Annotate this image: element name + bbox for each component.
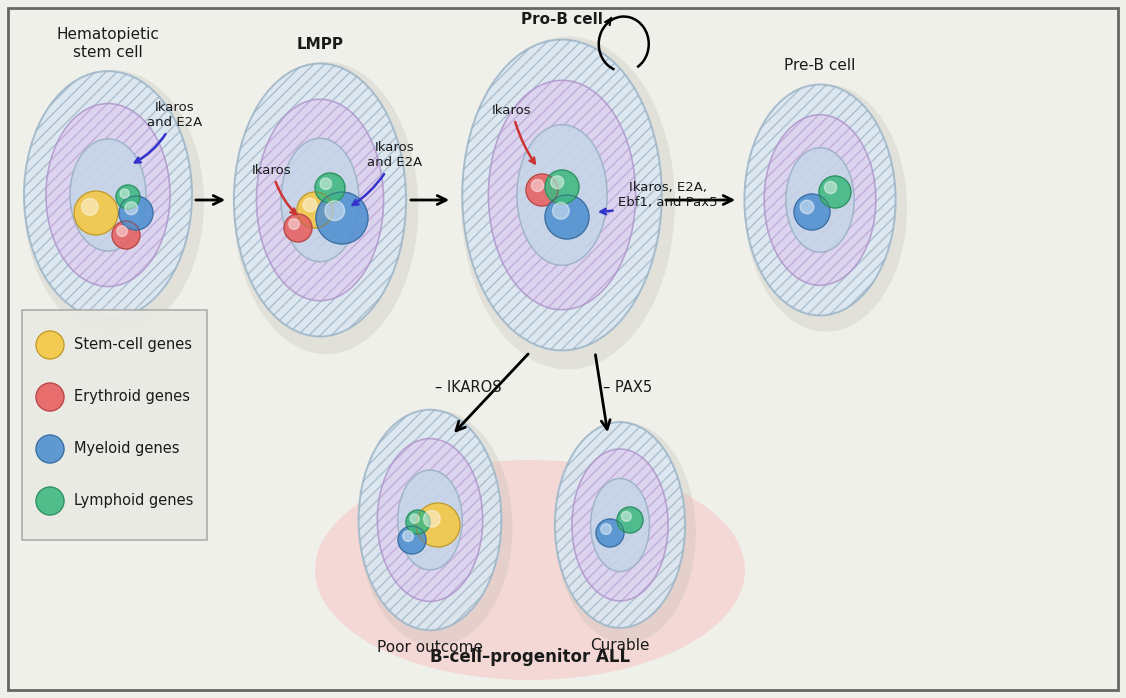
Ellipse shape	[358, 410, 501, 630]
Ellipse shape	[46, 103, 170, 286]
Text: Myeloid genes: Myeloid genes	[74, 442, 179, 456]
Ellipse shape	[24, 70, 204, 336]
Text: Erythroid genes: Erythroid genes	[74, 389, 190, 405]
Circle shape	[36, 383, 64, 411]
Ellipse shape	[397, 470, 463, 570]
Circle shape	[74, 191, 118, 235]
Text: LMPP: LMPP	[296, 36, 343, 52]
Circle shape	[415, 503, 461, 547]
Ellipse shape	[463, 40, 662, 350]
Circle shape	[596, 519, 624, 547]
Ellipse shape	[24, 71, 193, 319]
Ellipse shape	[377, 438, 483, 602]
Circle shape	[81, 198, 98, 215]
Text: Hematopietic
stem cell: Hematopietic stem cell	[56, 27, 160, 59]
Ellipse shape	[315, 460, 745, 680]
Text: Stem-cell genes: Stem-cell genes	[74, 338, 193, 352]
Circle shape	[545, 170, 579, 204]
Circle shape	[120, 189, 129, 198]
Circle shape	[824, 181, 837, 193]
Ellipse shape	[744, 84, 895, 315]
Circle shape	[36, 331, 64, 359]
Ellipse shape	[517, 125, 607, 265]
Circle shape	[551, 176, 564, 188]
Ellipse shape	[257, 99, 384, 301]
Circle shape	[116, 185, 140, 209]
Ellipse shape	[572, 449, 668, 601]
Ellipse shape	[282, 138, 359, 262]
Text: Pre-B cell: Pre-B cell	[785, 58, 856, 73]
Ellipse shape	[786, 148, 855, 252]
Circle shape	[324, 201, 345, 221]
Circle shape	[125, 202, 137, 215]
Circle shape	[36, 487, 64, 515]
Circle shape	[794, 194, 830, 230]
Ellipse shape	[70, 139, 146, 251]
Circle shape	[397, 526, 426, 554]
Circle shape	[406, 510, 430, 534]
Circle shape	[410, 514, 419, 524]
Ellipse shape	[765, 114, 876, 285]
Text: Ikaros, E2A,
Ebf1, and Pax5: Ikaros, E2A, Ebf1, and Pax5	[600, 181, 717, 214]
Text: Lymphoid genes: Lymphoid genes	[74, 493, 194, 509]
Circle shape	[303, 198, 316, 211]
Circle shape	[801, 200, 814, 214]
Circle shape	[819, 176, 851, 208]
Text: Ikaros
and E2A: Ikaros and E2A	[135, 101, 203, 163]
Ellipse shape	[359, 410, 512, 646]
Text: – IKAROS: – IKAROS	[435, 380, 501, 396]
Circle shape	[119, 196, 153, 230]
Circle shape	[601, 524, 611, 535]
Text: B-cell–progenitor ALL: B-cell–progenitor ALL	[430, 648, 631, 666]
Circle shape	[284, 214, 312, 242]
Circle shape	[111, 221, 140, 249]
Text: Ikaros
and E2A: Ikaros and E2A	[352, 141, 422, 205]
FancyBboxPatch shape	[23, 310, 207, 540]
Text: Poor outcome: Poor outcome	[377, 640, 483, 655]
Circle shape	[297, 192, 333, 228]
Circle shape	[553, 202, 570, 219]
Text: Pro-B cell: Pro-B cell	[521, 12, 602, 27]
Circle shape	[617, 507, 643, 533]
Text: Ikaros: Ikaros	[492, 103, 535, 163]
Circle shape	[36, 435, 64, 463]
Text: – PAX5: – PAX5	[604, 380, 653, 396]
Circle shape	[320, 178, 331, 189]
Circle shape	[315, 173, 345, 203]
Text: Curable: Curable	[590, 638, 650, 653]
Circle shape	[622, 512, 632, 521]
Ellipse shape	[555, 422, 685, 628]
Ellipse shape	[590, 478, 650, 572]
Circle shape	[403, 530, 413, 542]
Ellipse shape	[745, 84, 908, 332]
Ellipse shape	[234, 61, 418, 355]
FancyBboxPatch shape	[8, 8, 1118, 690]
Ellipse shape	[556, 423, 696, 644]
Circle shape	[117, 225, 127, 237]
Circle shape	[288, 218, 300, 230]
Ellipse shape	[489, 80, 635, 310]
Circle shape	[531, 179, 544, 191]
Text: Ikaros: Ikaros	[252, 163, 296, 214]
Circle shape	[316, 192, 368, 244]
Circle shape	[423, 510, 440, 527]
Circle shape	[545, 195, 589, 239]
Circle shape	[526, 174, 558, 206]
Ellipse shape	[234, 64, 406, 336]
Ellipse shape	[462, 36, 674, 369]
